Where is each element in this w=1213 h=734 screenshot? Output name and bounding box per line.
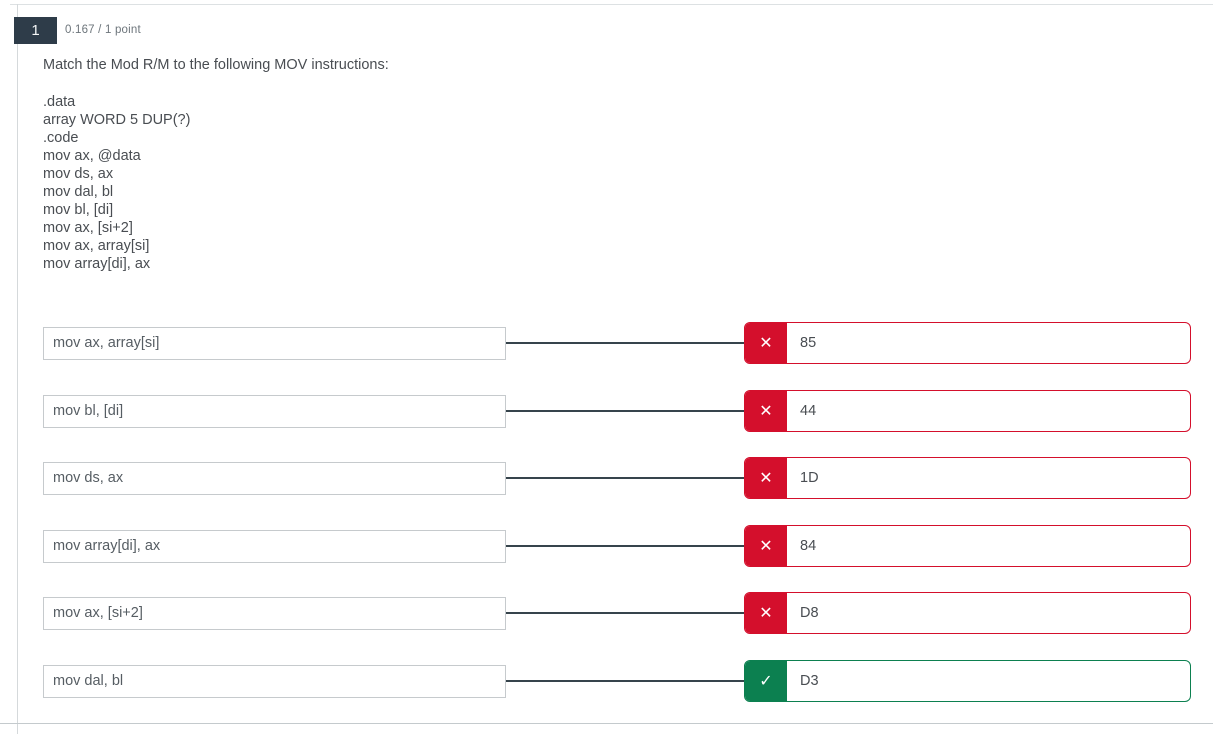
status-icon: ✕ bbox=[745, 323, 787, 363]
instruction-box: mov bl, [di] bbox=[43, 394, 506, 428]
status-icon: ✕ bbox=[745, 391, 787, 431]
instruction-label: mov bl, [di] bbox=[53, 403, 124, 419]
match-connector-line bbox=[506, 612, 744, 614]
match-connector-line bbox=[506, 545, 744, 547]
instruction-box: mov dal, bl bbox=[43, 664, 506, 698]
x-icon: ✕ bbox=[759, 470, 773, 487]
code-line: mov array[di], ax bbox=[43, 256, 151, 272]
answer-box: ✕ 44 bbox=[744, 390, 1191, 432]
code-line: mov bl, [di] bbox=[43, 202, 114, 218]
instruction-label: mov ax, [si+2] bbox=[53, 605, 143, 621]
code-line: mov ax, array[si] bbox=[43, 238, 150, 254]
instruction-box: mov ax, array[si] bbox=[43, 326, 506, 360]
instruction-box: mov ds, ax bbox=[43, 461, 506, 495]
status-icon: ✕ bbox=[745, 593, 787, 633]
question-number-badge: 1 bbox=[14, 17, 57, 44]
answer-box: ✕ D8 bbox=[744, 592, 1191, 634]
instruction-label: mov ax, array[si] bbox=[53, 335, 160, 351]
code-line: mov ax, @data bbox=[43, 148, 141, 164]
answer-label: 1D bbox=[800, 470, 819, 486]
answer-box: ✕ 84 bbox=[744, 525, 1191, 567]
code-line: mov ds, ax bbox=[43, 166, 114, 182]
check-icon: ✓ bbox=[759, 673, 773, 690]
instruction-label: mov ds, ax bbox=[53, 470, 124, 486]
panel-left-border bbox=[17, 4, 18, 734]
status-icon: ✓ bbox=[745, 661, 787, 701]
x-icon: ✕ bbox=[759, 335, 773, 352]
answer-label: 84 bbox=[800, 538, 817, 554]
code-line: .data bbox=[43, 94, 76, 110]
status-icon: ✕ bbox=[745, 458, 787, 498]
code-line: mov ax, [si+2] bbox=[43, 220, 133, 236]
answer-box: ✕ 85 bbox=[744, 322, 1191, 364]
answer-label: 85 bbox=[800, 335, 817, 351]
code-block: .data array WORD 5 DUP(?) .code mov ax, … bbox=[43, 93, 190, 273]
code-line: .code bbox=[43, 130, 79, 146]
code-line: array WORD 5 DUP(?) bbox=[43, 112, 191, 128]
panel-top-border bbox=[10, 4, 1213, 5]
match-connector-line bbox=[506, 680, 744, 682]
panel-bottom-border bbox=[0, 723, 1213, 724]
x-icon: ✕ bbox=[759, 403, 773, 420]
answer-label: 44 bbox=[800, 403, 817, 419]
answer-box: ✓ D3 bbox=[744, 660, 1191, 702]
x-icon: ✕ bbox=[759, 538, 773, 555]
answer-label: D8 bbox=[800, 605, 819, 621]
instruction-box: mov array[di], ax bbox=[43, 529, 506, 563]
match-row: mov ds, ax ✕ 1D bbox=[43, 457, 1191, 499]
instruction-box: mov ax, [si+2] bbox=[43, 596, 506, 630]
match-row: mov ax, array[si] ✕ 85 bbox=[43, 322, 1191, 364]
code-line: mov dal, bl bbox=[43, 184, 114, 200]
question-prompt: Match the Mod R/M to the following MOV i… bbox=[43, 57, 389, 73]
answer-box: ✕ 1D bbox=[744, 457, 1191, 499]
question-score: 0.167 / 1 point bbox=[65, 24, 141, 36]
match-row: mov bl, [di] ✕ 44 bbox=[43, 390, 1191, 432]
match-connector-line bbox=[506, 342, 744, 344]
match-connector-line bbox=[506, 410, 744, 412]
x-icon: ✕ bbox=[759, 605, 773, 622]
answer-label: D3 bbox=[800, 673, 819, 689]
instruction-label: mov dal, bl bbox=[53, 673, 124, 689]
match-connector-line bbox=[506, 477, 744, 479]
status-icon: ✕ bbox=[745, 526, 787, 566]
match-row: mov dal, bl ✓ D3 bbox=[43, 660, 1191, 702]
match-row: mov array[di], ax ✕ 84 bbox=[43, 525, 1191, 567]
instruction-label: mov array[di], ax bbox=[53, 538, 161, 554]
match-row: mov ax, [si+2] ✕ D8 bbox=[43, 592, 1191, 634]
